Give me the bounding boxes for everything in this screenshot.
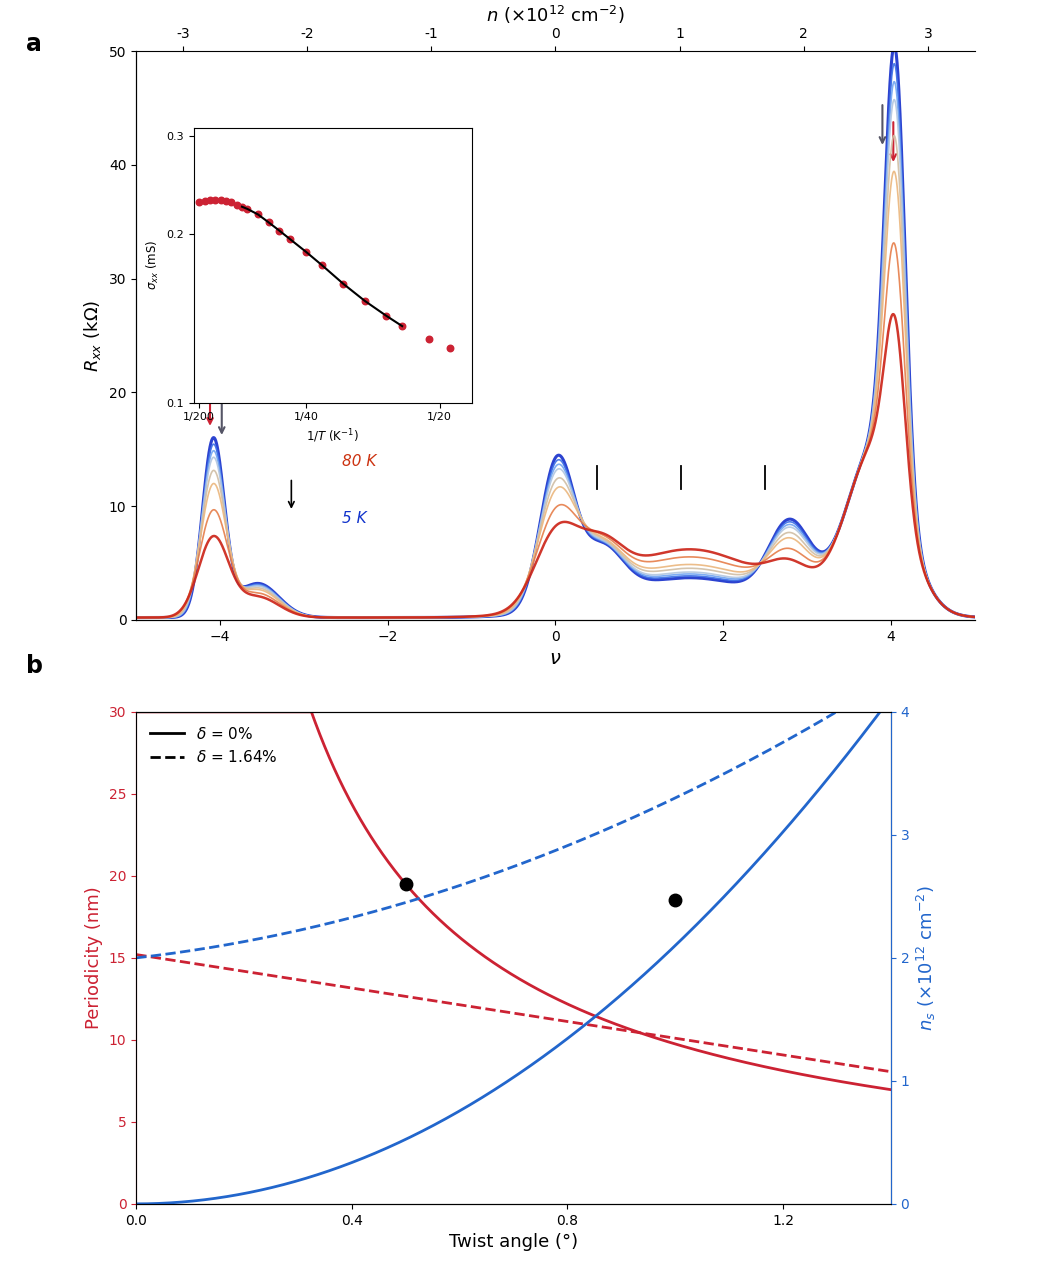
Point (260, 212, 277, 233)
Point (394, 316, 411, 336)
X-axis label: $\nu$: $\nu$ (549, 649, 562, 668)
Point (313, 256, 330, 276)
Point (442, 339, 459, 359)
Point (206, 190, 223, 211)
Point (196, 192, 213, 212)
Point (377, 305, 394, 326)
Point (223, 192, 240, 212)
Legend: $\delta$ = 0%, $\delta$ = 1.64%: $\delta$ = 0%, $\delta$ = 1.64% (144, 720, 283, 772)
Text: 80 K: 80 K (342, 454, 376, 469)
Point (335, 273, 352, 294)
Text: b: b (26, 654, 43, 679)
Point (228, 194, 245, 215)
Y-axis label: $n_s$ ($\times10^{12}$ cm$^{-2}$): $n_s$ ($\times10^{12}$ cm$^{-2}$) (915, 884, 938, 1031)
Point (212, 190, 228, 211)
Point (271, 220, 288, 240)
Y-axis label: Periodicity (nm): Periodicity (nm) (85, 887, 104, 1029)
X-axis label: 1/$T$ (K$^{-1}$): 1/$T$ (K$^{-1}$) (306, 428, 359, 446)
Point (249, 204, 266, 225)
Point (234, 197, 250, 217)
Point (356, 290, 373, 311)
Y-axis label: $R_{xx}$ (k$\Omega$): $R_{xx}$ (k$\Omega$) (83, 299, 104, 372)
Text: a: a (26, 32, 42, 56)
Point (298, 242, 314, 262)
Point (191, 192, 208, 212)
Y-axis label: $\sigma_{xx}$ (mS): $\sigma_{xx}$ (mS) (145, 240, 160, 290)
Point (420, 328, 437, 349)
Point (239, 198, 256, 219)
X-axis label: Twist angle (°): Twist angle (°) (449, 1233, 578, 1251)
Text: 5 K: 5 K (342, 511, 366, 527)
Point (201, 190, 218, 211)
X-axis label: $n$ ($\times10^{12}$ cm$^{-2}$): $n$ ($\times10^{12}$ cm$^{-2}$) (486, 4, 625, 26)
Point (282, 229, 299, 249)
Point (218, 192, 235, 212)
